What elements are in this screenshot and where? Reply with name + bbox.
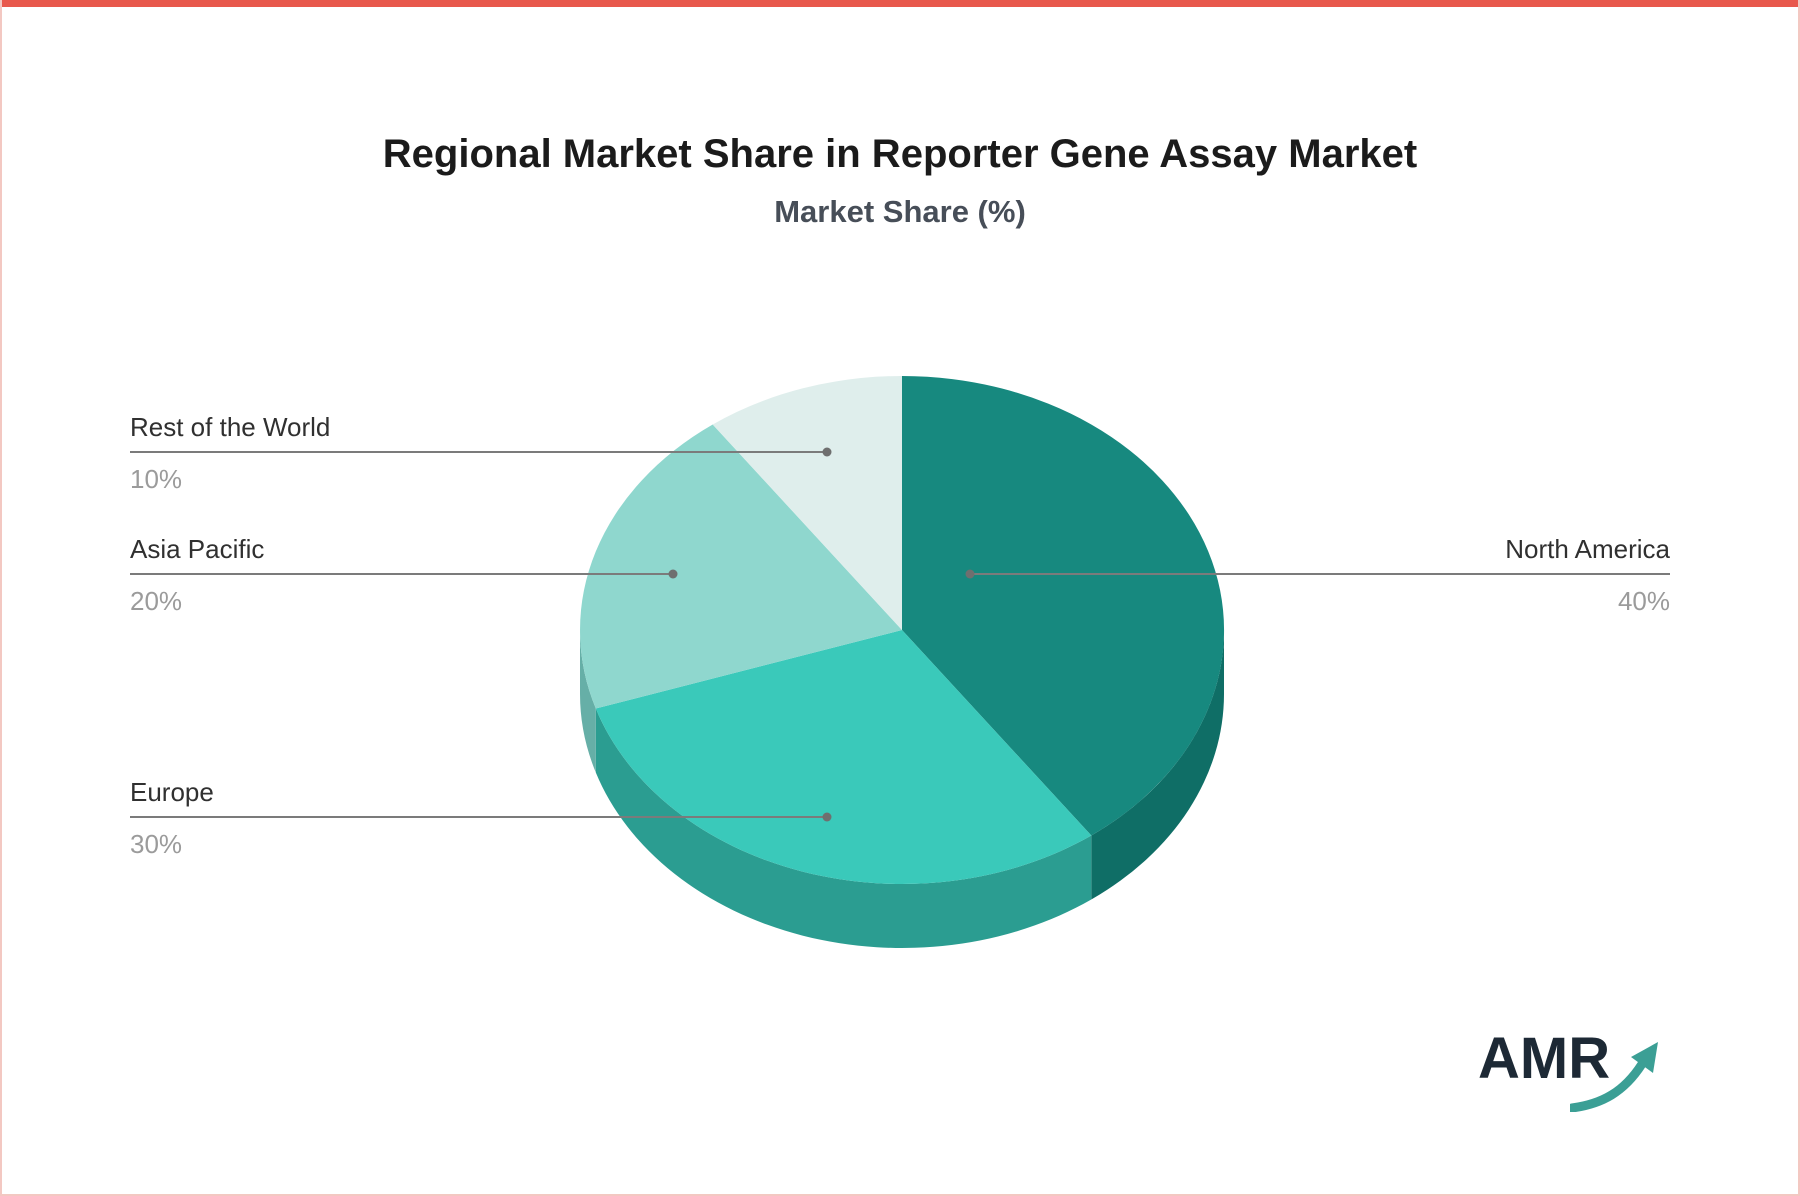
pie-slice-north-america[interactable]: [902, 376, 1225, 836]
slice-label-asia-pacific: Asia Pacific 20%: [130, 536, 264, 615]
pie-slice-asia-pacific[interactable]: [580, 424, 902, 709]
leader-dot-north-america: [965, 569, 975, 579]
slice-name: Rest of the World: [130, 412, 331, 442]
slice-name: Asia Pacific: [130, 534, 265, 564]
pie-slice-side-north-america: [1091, 630, 1224, 900]
leader-dot-asia-pacific: [668, 569, 678, 579]
pie-slice-rest-of-the-world[interactable]: [712, 376, 902, 630]
leader-dot-europe: [822, 812, 832, 822]
slice-name: Europe: [130, 777, 214, 807]
top-accent-bar: [0, 0, 1800, 7]
leader-dot-rest-of-the-world: [822, 447, 832, 457]
slice-label-north-america: North America 40%: [1505, 536, 1670, 615]
amr-logo: AMR: [1478, 1030, 1678, 1120]
slice-percent: 10%: [130, 464, 183, 494]
chart-subtitle: Market Share (%): [774, 194, 1026, 229]
slice-percent: 40%: [1617, 586, 1670, 616]
slice-percent: 30%: [130, 829, 183, 859]
slice-label-rest-of-the-world: Rest of the World 10%: [130, 414, 330, 493]
pie-slice-europe[interactable]: [595, 630, 1092, 885]
slice-name: North America: [1505, 534, 1670, 564]
pie-slice-side-asia-pacific: [580, 630, 596, 773]
slice-label-europe: Europe 30%: [130, 779, 214, 858]
chart-title: Regional Market Share in Reporter Gene A…: [382, 132, 1418, 176]
slice-percent: 20%: [130, 586, 183, 616]
growth-arrow-icon: [1570, 1042, 1658, 1112]
pie-slice-side-europe: [595, 708, 1092, 949]
amr-logo-text: AMR: [1478, 1026, 1611, 1091]
